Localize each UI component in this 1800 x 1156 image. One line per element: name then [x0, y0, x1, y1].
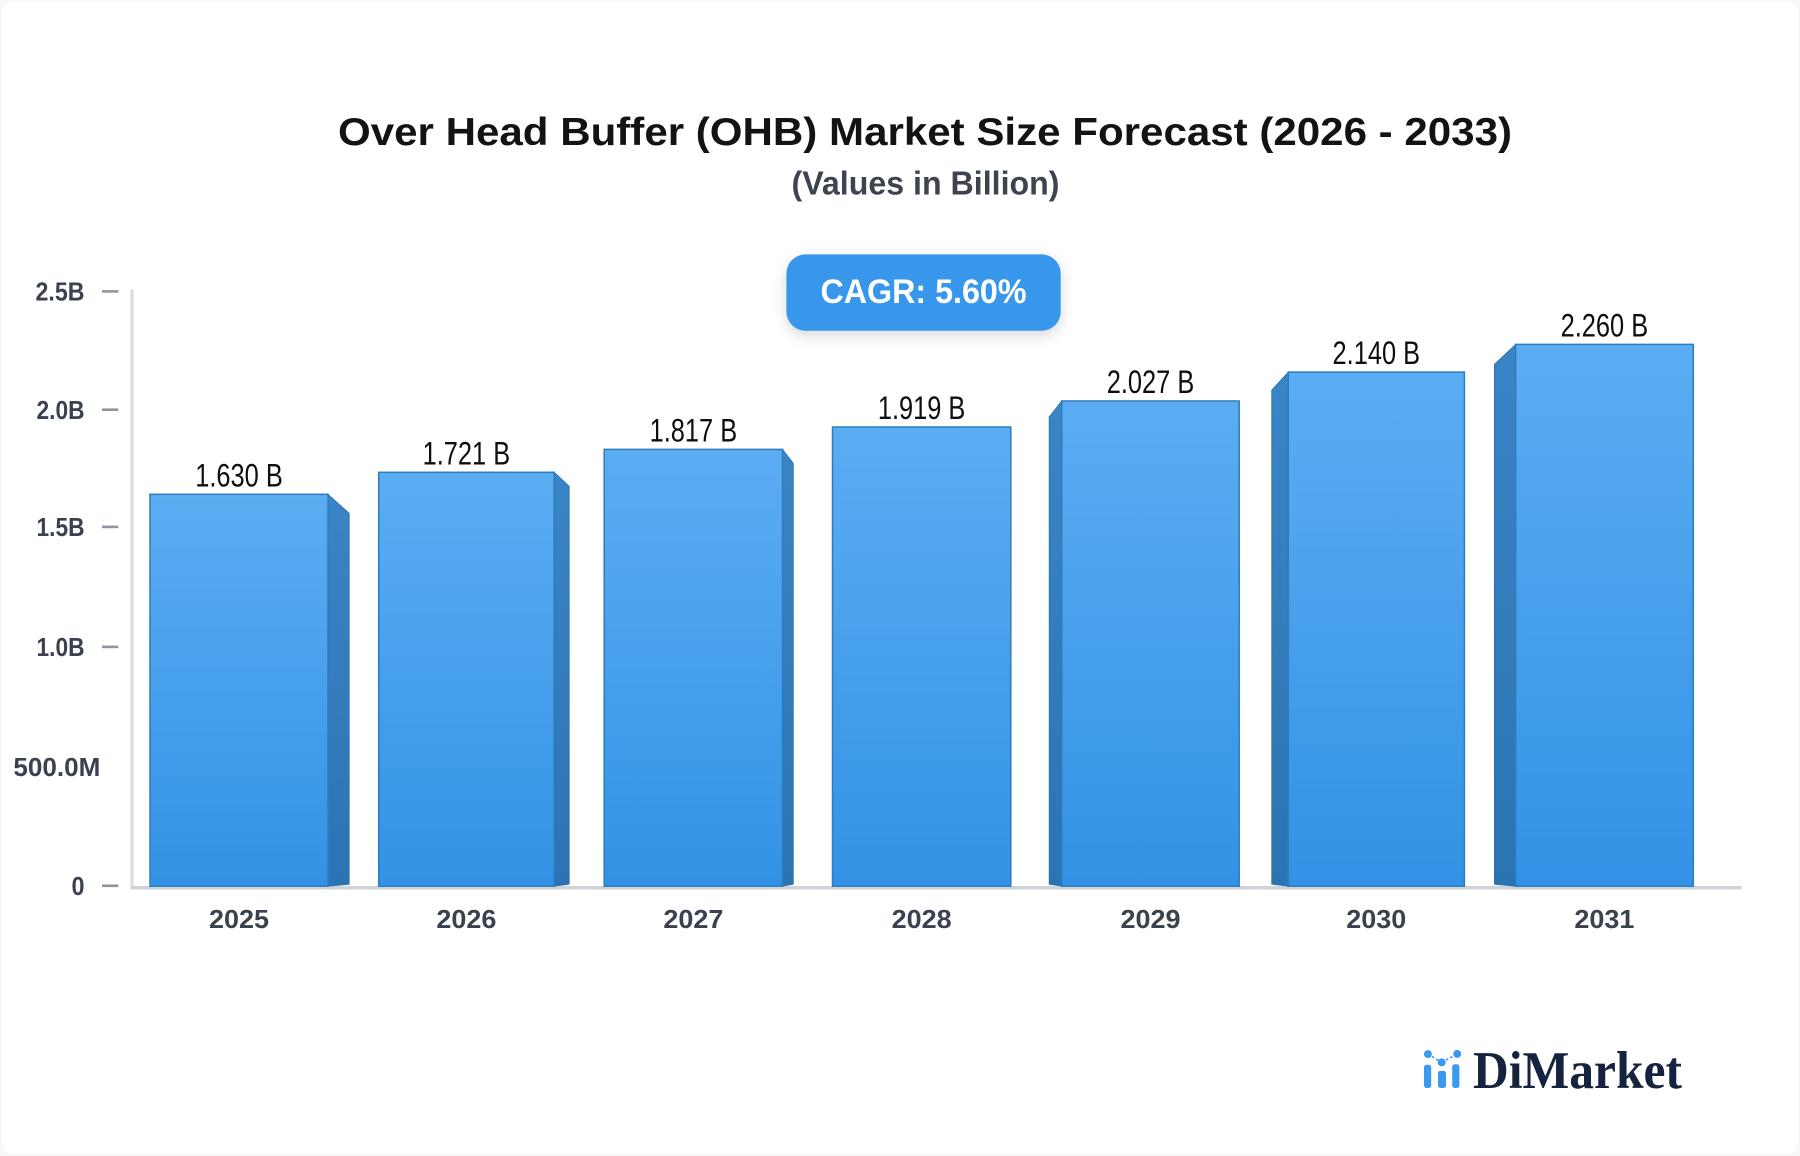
svg-text:DiMarket: DiMarket [1473, 1042, 1682, 1100]
svg-text:1.630 B: 1.630 B [195, 457, 283, 493]
svg-text:2.260 B: 2.260 B [1561, 307, 1649, 343]
svg-text:2.027 B: 2.027 B [1107, 364, 1195, 400]
svg-text:2.5B: 2.5B [36, 279, 85, 307]
svg-text:2.0B: 2.0B [37, 397, 85, 425]
svg-text:1.919 B: 1.919 B [878, 390, 966, 426]
svg-text:0: 0 [72, 873, 85, 901]
svg-text:2026: 2026 [436, 904, 496, 934]
svg-text:500.0M: 500.0M [13, 754, 100, 782]
svg-text:1.721 B: 1.721 B [423, 435, 511, 471]
svg-text:2030: 2030 [1346, 904, 1406, 934]
svg-text:Over Head Buffer (OHB) Market: Over Head Buffer (OHB) Market Size Forec… [338, 111, 1512, 154]
svg-text:2027: 2027 [663, 904, 723, 934]
svg-text:1.5B: 1.5B [37, 514, 85, 542]
svg-text:2025: 2025 [209, 904, 269, 934]
svg-text:2029: 2029 [1121, 904, 1181, 934]
svg-text:2031: 2031 [1574, 904, 1634, 934]
svg-text:1.0B: 1.0B [37, 634, 85, 662]
svg-text:2.140 B: 2.140 B [1333, 335, 1421, 371]
svg-text:CAGR: 5.60%: CAGR: 5.60% [821, 273, 1027, 311]
svg-text:2028: 2028 [892, 904, 952, 934]
svg-text:1.817 B: 1.817 B [650, 412, 738, 448]
svg-text:(Values in Billion): (Values in Billion) [792, 165, 1060, 202]
